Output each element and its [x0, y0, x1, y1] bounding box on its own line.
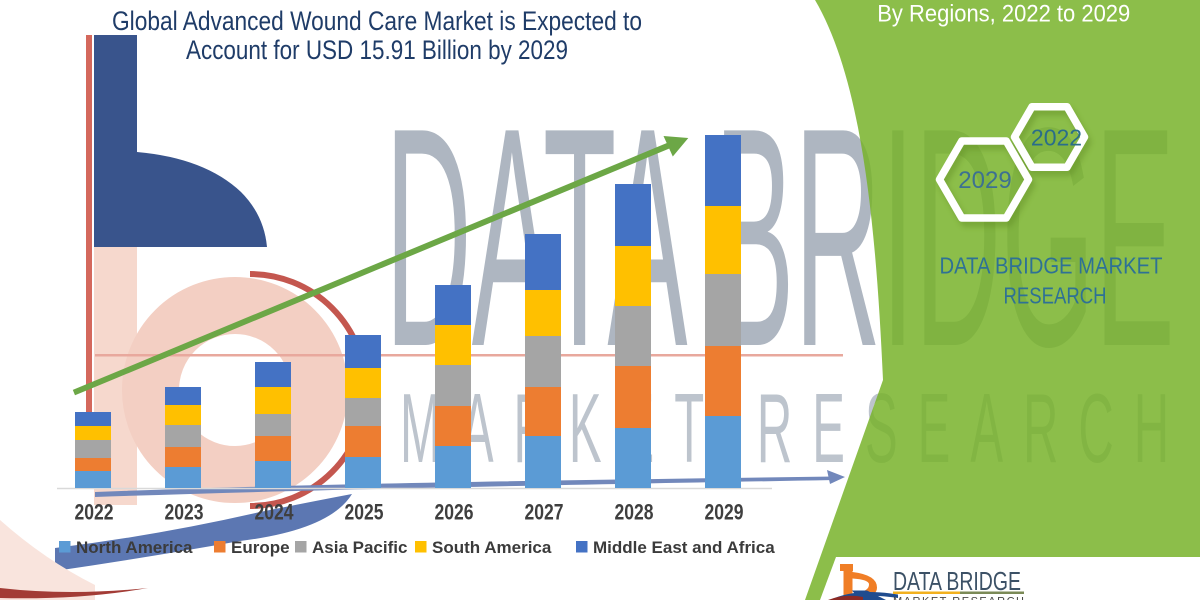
svg-text:South America: South America — [432, 538, 552, 557]
svg-text:2027: 2027 — [525, 500, 564, 525]
svg-text:MARKET RESEARCH: MARKET RESEARCH — [893, 596, 1024, 601]
svg-text:RESEARCH: RESEARCH — [1004, 283, 1107, 309]
svg-text:DATA BRIDGE MARKET: DATA BRIDGE MARKET — [940, 253, 1163, 279]
svg-text:2029: 2029 — [705, 500, 744, 525]
svg-text:2022: 2022 — [1031, 125, 1082, 151]
svg-text:Asia Pacific: Asia Pacific — [312, 538, 407, 557]
svg-text:Global Advanced Wound Care Mar: Global Advanced Wound Care Market is Exp… — [112, 6, 642, 36]
svg-text:2029: 2029 — [958, 167, 1011, 194]
svg-text:2024: 2024 — [255, 500, 295, 525]
svg-text:2028: 2028 — [615, 500, 654, 525]
svg-text:Middle East and Africa: Middle East and Africa — [593, 538, 775, 557]
svg-text:DATA BRIDGE: DATA BRIDGE — [893, 566, 1021, 595]
svg-text:Account for USD 15.91 Billion: Account for USD 15.91 Billion by 2029 — [186, 35, 568, 65]
svg-text:2025: 2025 — [345, 500, 384, 525]
svg-text:Europe: Europe — [231, 538, 290, 557]
svg-text:2023: 2023 — [165, 500, 204, 525]
svg-text:2026: 2026 — [435, 500, 474, 525]
svg-text:North America: North America — [76, 538, 193, 557]
svg-text:By Regions, 2022 to 2029: By Regions, 2022 to 2029 — [877, 1, 1130, 28]
svg-text:2022: 2022 — [75, 500, 114, 525]
